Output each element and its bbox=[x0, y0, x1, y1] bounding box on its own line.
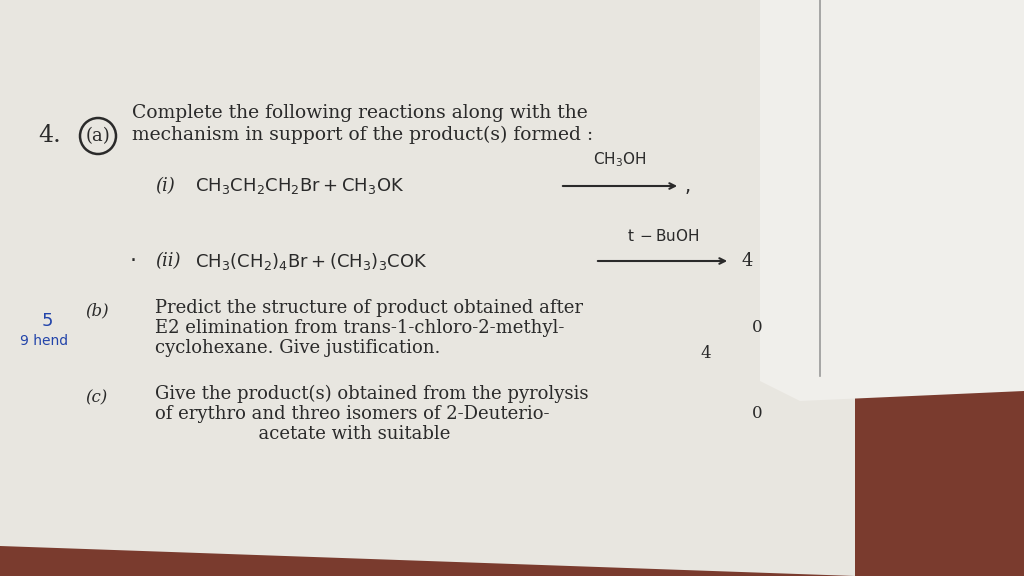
Text: 4.: 4. bbox=[38, 124, 60, 147]
Text: $\mathdefault{CH_3(CH_2)_4Br + (CH_3)_3COK}$: $\mathdefault{CH_3(CH_2)_4Br + (CH_3)_3C… bbox=[195, 251, 428, 271]
Text: cyclohexane. Give justification.: cyclohexane. Give justification. bbox=[155, 339, 440, 357]
Text: ·: · bbox=[130, 251, 137, 271]
Text: 5: 5 bbox=[42, 312, 53, 330]
Text: $\mathdefault{CH_3CH_2CH_2Br + CH_3OK}$: $\mathdefault{CH_3CH_2CH_2Br + CH_3OK}$ bbox=[195, 176, 404, 196]
Text: E2 elimination from trans-1-chloro-2-methyl-: E2 elimination from trans-1-chloro-2-met… bbox=[155, 319, 564, 337]
Text: (a): (a) bbox=[86, 127, 111, 145]
Text: $\mathdefault{t\:-BuOH}$: $\mathdefault{t\:-BuOH}$ bbox=[627, 228, 699, 244]
Text: Complete the following reactions along with the: Complete the following reactions along w… bbox=[132, 104, 588, 122]
Text: mechanism in support of the product(s) formed :: mechanism in support of the product(s) f… bbox=[132, 126, 593, 144]
Text: acetate with suitable: acetate with suitable bbox=[155, 425, 451, 443]
Text: Give the product(s) obtained from the pyrolysis: Give the product(s) obtained from the py… bbox=[155, 385, 589, 403]
Text: Predict the structure of product obtained after: Predict the structure of product obtaine… bbox=[155, 299, 583, 317]
Text: (i): (i) bbox=[155, 177, 175, 195]
Text: 0: 0 bbox=[752, 320, 763, 336]
Text: 4: 4 bbox=[742, 252, 754, 270]
Text: (b): (b) bbox=[85, 302, 109, 320]
Text: (ii): (ii) bbox=[155, 252, 180, 270]
Text: 0: 0 bbox=[752, 406, 763, 423]
Text: (c): (c) bbox=[85, 389, 108, 407]
Text: $\mathdefault{CH_3OH}$: $\mathdefault{CH_3OH}$ bbox=[593, 150, 647, 169]
Text: 9 hend: 9 hend bbox=[20, 334, 69, 348]
Polygon shape bbox=[760, 0, 1024, 401]
Text: ,: , bbox=[685, 176, 691, 195]
Text: of erythro and threo isomers of 2-Deuterio-: of erythro and threo isomers of 2-Deuter… bbox=[155, 405, 550, 423]
Text: 4: 4 bbox=[700, 346, 711, 362]
Polygon shape bbox=[0, 0, 855, 576]
